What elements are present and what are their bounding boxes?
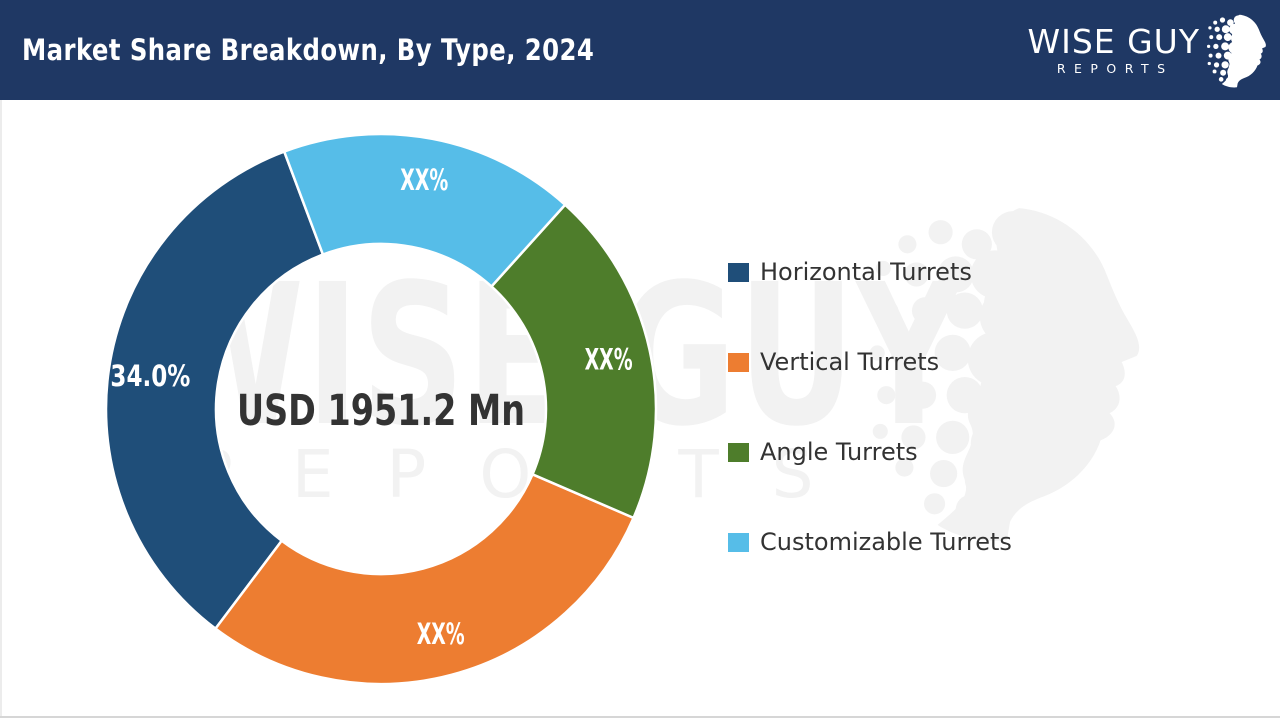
legend-label: Angle Turrets (760, 438, 918, 466)
watermark-reports: REPORTS (193, 436, 867, 513)
donut-label-vertical-turrets: XX% (417, 617, 465, 651)
donut-segment-vertical-turrets (213, 472, 636, 686)
logo-subtitle: REPORTS (1056, 60, 1174, 76)
header: Market Share Breakdown, By Type, 2024 WI… (0, 0, 1280, 100)
legend-swatch (728, 442, 749, 462)
donut-segment-angle-turrets (489, 202, 658, 520)
logo-text: WISE GUY REPORTS (1027, 25, 1200, 76)
center-value: USD 1951.2 Mn (237, 386, 525, 436)
legend-swatch (728, 352, 749, 372)
legend: Horizontal Turrets Vertical Turrets Angle … (728, 227, 1012, 587)
donut-segment-customizable-turrets (282, 132, 567, 289)
logo-wordmark: WISE GUY (1027, 21, 1200, 61)
legend-swatch (728, 532, 749, 552)
bottom-edge-line (0, 716, 1280, 718)
legend-item-vertical-turrets: Vertical Turrets (728, 317, 1012, 407)
legend-label: Vertical Turrets (760, 348, 940, 376)
donut-label-horizontal-turrets: 34.0% (110, 359, 190, 393)
legend-item-angle-turrets: Angle Turrets (728, 407, 1012, 497)
logo-face-icon (1204, 12, 1270, 88)
wise-guy-logo: WISE GUY REPORTS (1027, 0, 1270, 100)
legend-label: Customizable Turrets (760, 528, 1012, 556)
donut-label-customizable-turrets: XX% (400, 163, 448, 197)
donut-chart: 34.0% XX% XX% XX% USD 1951.2 Mn (104, 132, 658, 686)
legend-item-horizontal-turrets: Horizontal Turrets (728, 227, 1012, 317)
left-edge-line (0, 100, 2, 716)
donut-segment-horizontal-turrets (104, 149, 325, 631)
legend-item-customizable-turrets: Customizable Turrets (728, 497, 1012, 587)
page-title: Market Share Breakdown, By Type, 2024 (22, 33, 595, 67)
donut-label-angle-turrets: XX% (585, 342, 633, 376)
legend-label: Horizontal Turrets (760, 258, 972, 286)
legend-swatch (728, 262, 749, 282)
